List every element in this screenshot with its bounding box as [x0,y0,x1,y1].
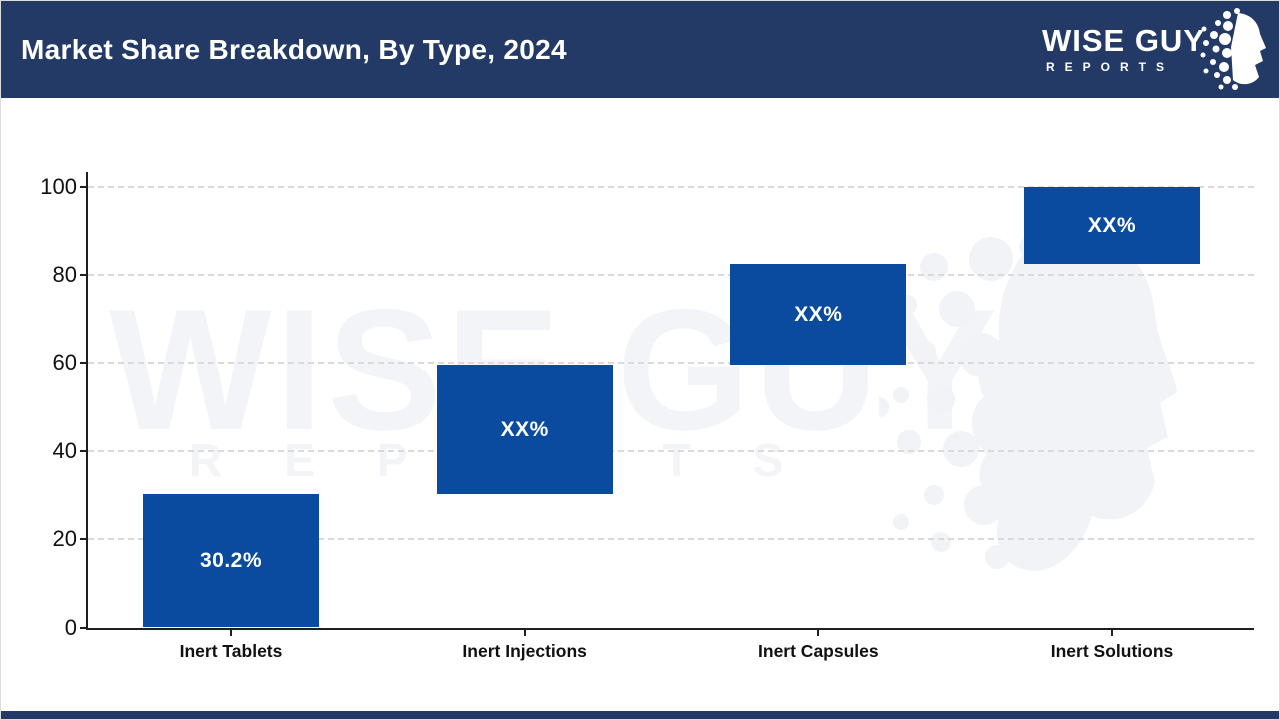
bar-value-label: 30.2% [199,548,263,572]
y-tick [80,538,88,541]
x-tick [523,629,526,636]
page-title: Market Share Breakdown, By Type, 2024 [21,33,567,65]
footer-bar [1,711,1279,719]
x-category-label: Inert Solutions [1050,640,1174,661]
y-axis [86,171,88,630]
logo: WISE GUY REPORTS [1042,7,1269,91]
x-tick [817,629,820,636]
gridline [88,538,1254,541]
gridline [88,274,1254,277]
logo-wordmark-text: WISE GUY [1041,22,1205,58]
y-tick-label: 20 [52,526,77,552]
y-tick [80,362,88,365]
y-tick [80,186,88,188]
bar-value-label: XX% [1087,213,1137,237]
x-category-label: Inert Injections [462,640,587,661]
bar: XX% [730,264,907,366]
x-tick [230,629,232,636]
x-tick [1111,629,1113,636]
bar-value-label: XX% [794,302,843,326]
bar: XX% [1024,187,1200,265]
y-tick [80,274,88,277]
gridline [88,362,1254,365]
gridline [88,450,1254,453]
watermark-head-icon [879,228,1177,571]
x-category-label: Inert Tablets [179,640,283,661]
y-tick-label: 40 [52,438,77,464]
bar-value-label: XX% [500,417,549,441]
bar: 30.2% [143,494,319,628]
x-category-label: Inert Capsules [758,640,879,661]
header-bar: Market Share Breakdown, By Type, 2024 WI… [1,1,1279,98]
logo-reports-label: REPORTS [1045,59,1174,74]
y-tick-label: 0 [64,614,77,640]
gridline [88,186,1254,188]
y-tick-label: 100 [40,174,77,199]
bar: XX% [436,365,613,495]
y-tick-label: 80 [52,262,77,288]
logo-head-icon [1200,8,1266,90]
logo-wordmark: WISE GUY REPORTS [1042,25,1205,74]
y-tick [80,626,88,629]
y-tick-label: 60 [52,350,77,376]
y-tick [80,450,88,453]
x-axis [86,627,1254,630]
